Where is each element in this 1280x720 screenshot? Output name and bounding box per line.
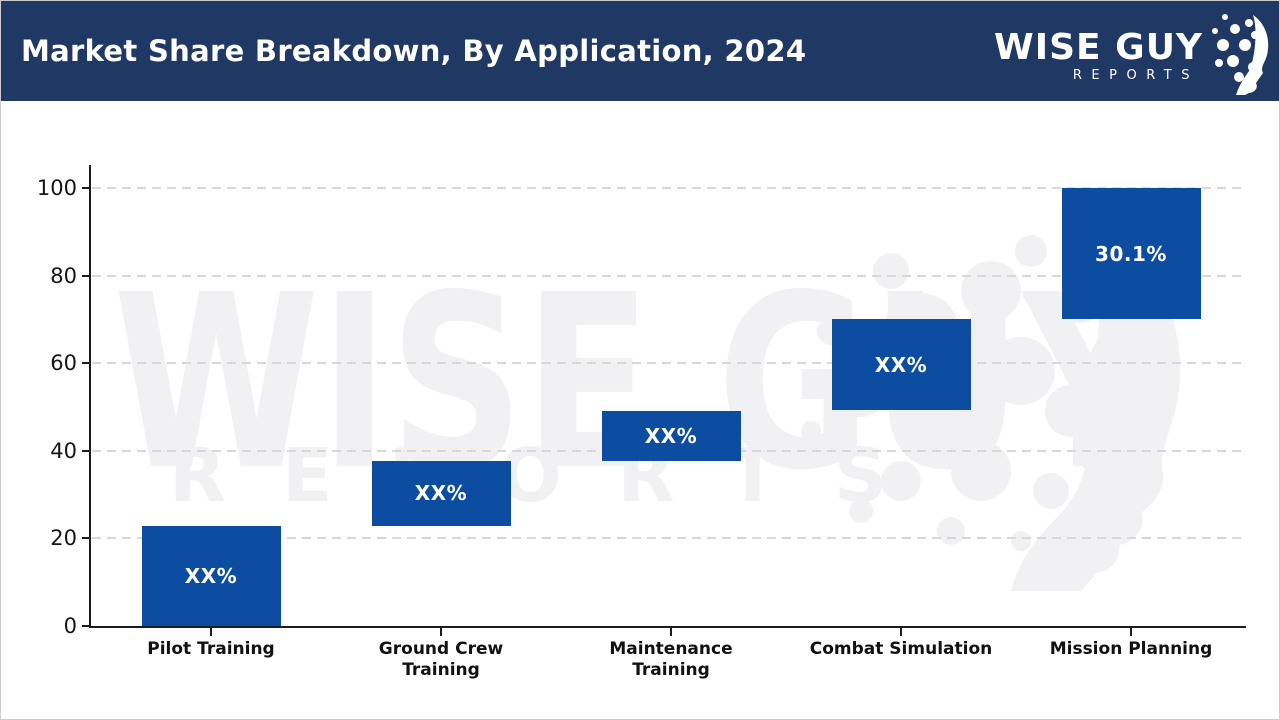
y-axis-spine xyxy=(89,165,91,628)
bar-ground-crew-training: XX% xyxy=(371,460,511,527)
y-tick-label-80: 80 xyxy=(50,263,77,288)
y-tick-0 xyxy=(82,625,90,627)
bar-combat-simulation: XX% xyxy=(831,319,971,411)
chart-plot-area: 0 20 40 60 80 100 XX% Pilot Training XX% Ground C… xyxy=(1,101,1279,719)
x-tick-ground-crew-training xyxy=(440,628,442,636)
y-tick-100 xyxy=(82,187,90,189)
x-tick-combat-simulation xyxy=(900,628,902,636)
logo-subtitle: REPORTS xyxy=(1072,68,1199,83)
y-tick-label-20: 20 xyxy=(50,526,77,551)
y-tick-60 xyxy=(82,362,90,365)
y-tick-label-0: 0 xyxy=(63,614,77,638)
bar-value-label: XX% xyxy=(874,352,928,377)
y-tick-label-60: 60 xyxy=(50,351,77,376)
logo-wordmark: WISE GUY xyxy=(993,27,1203,68)
bar-value-label: 30.1% xyxy=(1095,241,1167,266)
y-tick-40 xyxy=(82,449,90,452)
y-tick-80 xyxy=(82,274,90,277)
bar-value-label: XX% xyxy=(184,564,238,589)
y-tick-label-100: 100 xyxy=(36,176,77,200)
x-tick-maintenance-training xyxy=(670,628,672,636)
header-bar: Market Share Breakdown, By Application, … xyxy=(1,1,1279,101)
gridline-100 xyxy=(92,187,1245,189)
bar-maintenance-training: XX% xyxy=(601,410,741,461)
wiseguy-logo: WISE GUY REPORTS xyxy=(994,5,1269,97)
x-label-ground-crew-training: Ground Crew Training xyxy=(378,639,504,680)
x-tick-pilot-training xyxy=(210,628,212,636)
gridline-60 xyxy=(92,362,1245,365)
y-tick-label-40: 40 xyxy=(50,438,77,463)
x-label-combat-simulation: Combat Simulation xyxy=(809,639,993,659)
x-label-pilot-training: Pilot Training xyxy=(147,639,275,659)
bar-value-label: XX% xyxy=(644,423,698,448)
bar-mission-planning: 30.1% xyxy=(1061,188,1201,320)
bar-pilot-training: XX% xyxy=(141,526,281,626)
x-label-maintenance-training: Maintenance Training xyxy=(609,639,733,680)
x-label-mission-planning: Mission Planning xyxy=(1049,639,1213,659)
x-tick-mission-planning xyxy=(1130,628,1132,636)
y-tick-20 xyxy=(82,537,90,540)
gridline-20 xyxy=(92,537,1245,540)
page-title: Market Share Breakdown, By Application, … xyxy=(21,34,807,68)
bar-value-label: XX% xyxy=(414,481,468,506)
logo-face-icon xyxy=(1212,14,1269,95)
x-axis-spine xyxy=(89,626,1246,628)
gridline-80 xyxy=(92,274,1245,277)
